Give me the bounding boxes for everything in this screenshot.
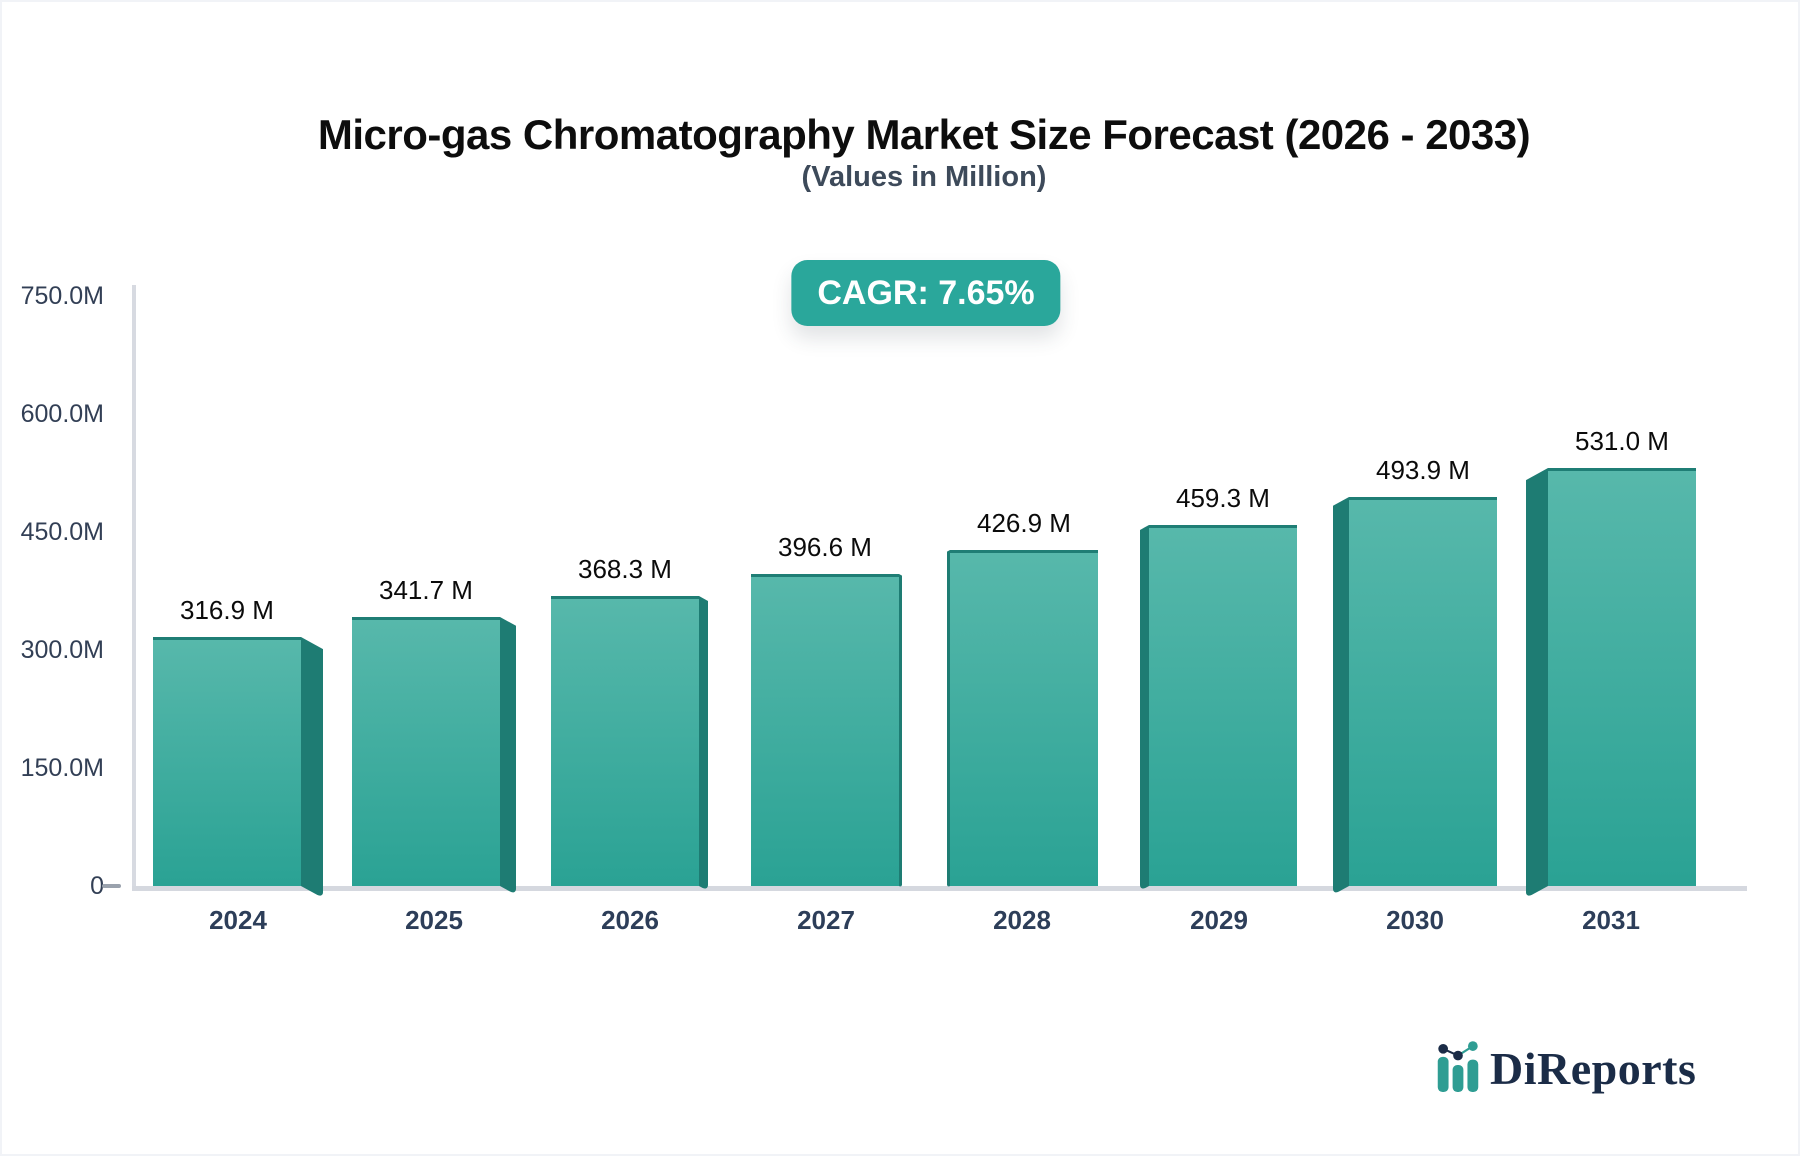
x-axis-label-2031: 2031 (1582, 905, 1640, 935)
y-axis-tick-label: 300.0M (20, 636, 104, 664)
bar-side-2026 (699, 596, 708, 891)
bar-value-label-2028: 426.9 M (977, 508, 1071, 538)
bar-side-2024 (301, 637, 323, 899)
bar-side-2031 (1526, 468, 1548, 899)
bar-2030 (1349, 497, 1497, 886)
bar-value-label-2031: 531.0 M (1575, 426, 1669, 456)
x-axis-label-2024: 2024 (209, 905, 267, 935)
bar-2031 (1548, 468, 1696, 886)
brand-logo: DiReports (1434, 1038, 1696, 1094)
bar-2028 (950, 550, 1098, 886)
bar-chart-logo-icon (1437, 1041, 1479, 1092)
x-axis-label-2025: 2025 (405, 905, 463, 935)
bar-side-2025 (500, 617, 516, 895)
x-axis-line (132, 886, 1747, 891)
bar-2027 (751, 574, 899, 886)
x-axis-label-2027: 2027 (797, 905, 855, 935)
bar-value-label-2024: 316.9 M (180, 595, 274, 625)
y-axis-tick-label: 600.0M (20, 400, 104, 428)
bar-2025 (352, 617, 500, 886)
y-axis-tick-label: 0 (90, 872, 104, 900)
bar-value-label-2030: 493.9 M (1376, 455, 1470, 485)
brand-logo-text: DiReports (1490, 1043, 1697, 1094)
x-axis-label-2028: 2028 (993, 905, 1051, 935)
bar-2024 (153, 637, 301, 886)
x-axis-label-2030: 2030 (1386, 905, 1444, 935)
bar-side-2030 (1333, 497, 1349, 895)
chart-subtitle: (Values in Million) (801, 161, 1047, 193)
y-axis-tick-label: 750.0M (20, 282, 104, 310)
cagr-badge: CAGR: 7.65% (791, 260, 1061, 326)
x-axis-label-2029: 2029 (1190, 905, 1248, 935)
bar-value-label-2029: 459.3 M (1176, 483, 1270, 513)
y-axis-line (132, 285, 136, 891)
x-axis-label-2026: 2026 (601, 905, 659, 935)
bar-2026 (551, 596, 699, 886)
bar-2029 (1149, 525, 1297, 886)
bar-value-label-2025: 341.7 M (379, 575, 473, 605)
bar-side-2027 (899, 574, 902, 888)
y-axis-tick-label: 150.0M (20, 754, 104, 782)
bar-value-label-2026: 368.3 M (578, 554, 672, 584)
bar-side-2029 (1140, 525, 1149, 891)
chart-title: Micro-gas Chromatography Market Size For… (317, 111, 1531, 158)
zero-tick-mark (102, 884, 121, 888)
y-axis-tick-label: 450.0M (20, 518, 104, 546)
bar-value-label-2027: 396.6 M (778, 532, 872, 562)
